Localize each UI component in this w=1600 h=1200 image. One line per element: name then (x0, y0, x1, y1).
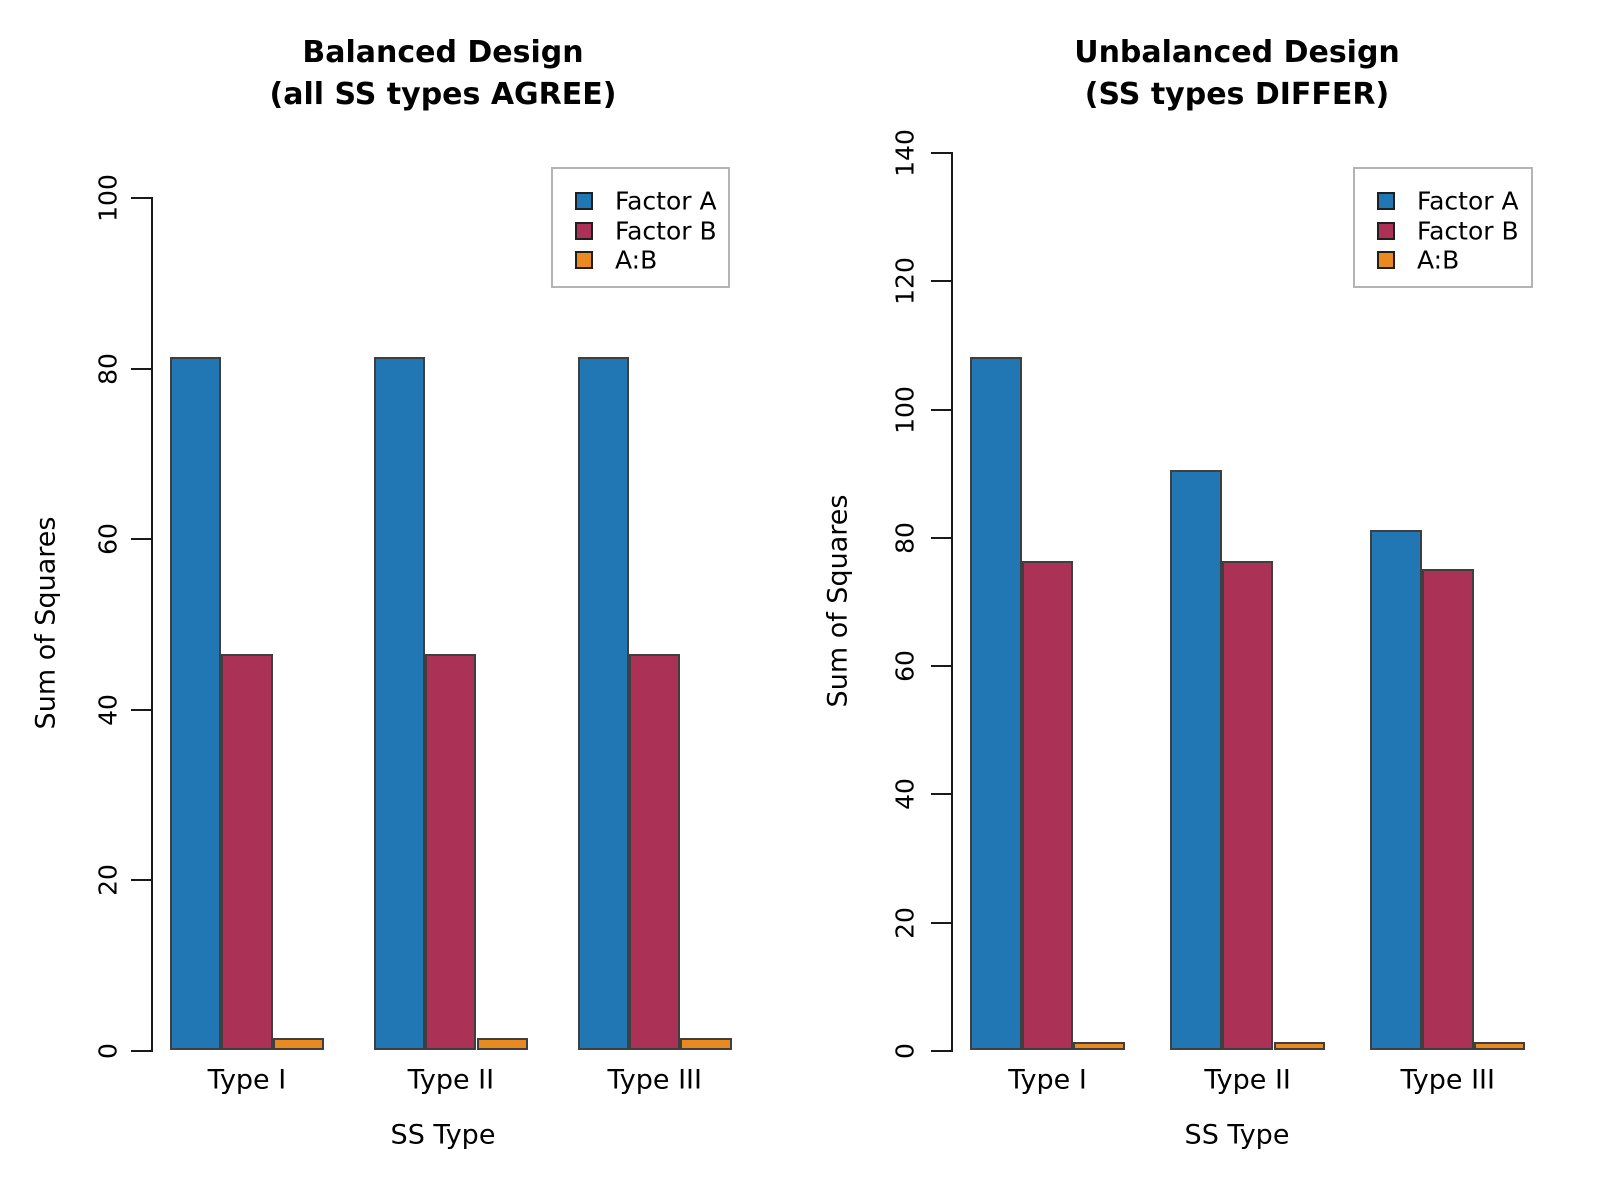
x-category-label: Type III (607, 1064, 703, 1096)
y-tick-label: 0 (93, 1043, 123, 1059)
bar-a-b-type-i (1073, 1042, 1126, 1050)
legend-label-factor_a: Factor A (615, 186, 717, 216)
bar-a-b-type-iii (680, 1038, 732, 1050)
y-tick-mark (931, 280, 951, 283)
y-tick-mark (131, 879, 151, 882)
y-tick-label: 140 (890, 129, 920, 177)
unbalanced-panel-title: Unbalanced Design (SS types DIFFER) (1074, 32, 1400, 116)
y-tick-mark (931, 793, 951, 796)
bar-factor-a-type-i (170, 357, 222, 1050)
x-category-label: Type I (1008, 1064, 1087, 1096)
y-axis-line (951, 152, 953, 1052)
y-tick-label: 120 (890, 257, 920, 306)
y-tick-label: 60 (93, 523, 123, 556)
y-axis-line (151, 197, 153, 1052)
y-tick-label: 80 (93, 352, 123, 385)
unbalanced-title-line2: (SS types DIFFER) (1084, 77, 1390, 112)
y-tick-mark (131, 708, 151, 711)
bar-factor-b-type-ii (1221, 561, 1274, 1050)
y-tick-label: 100 (890, 385, 920, 434)
bar-factor-a-type-iii (1370, 530, 1422, 1050)
y-tick-mark (131, 538, 151, 541)
x-category-label: Type I (207, 1064, 287, 1096)
y-tick-mark (931, 536, 951, 539)
x-category-label: Type III (1400, 1064, 1496, 1096)
bar-a-b-type-ii (476, 1038, 528, 1050)
legend-swatch-interaction (575, 251, 593, 269)
y-tick-mark (931, 152, 951, 154)
balanced-title-line2: (all SS types AGREE) (269, 77, 617, 112)
bar-factor-b-type-i (1021, 561, 1074, 1050)
y-tick-mark (931, 665, 951, 668)
bar-factor-a-type-i (970, 357, 1022, 1050)
y-tick-label: 20 (93, 864, 123, 897)
bar-factor-b-type-i (221, 654, 273, 1050)
bar-factor-b-type-iii (629, 654, 681, 1050)
unbalanced-x-axis-title: SS Type (1184, 1119, 1290, 1151)
legend-swatch-factor_b (1377, 221, 1395, 240)
y-tick-label: 20 (890, 906, 920, 939)
legend-frame: Factor A Factor B A:B (551, 167, 730, 288)
legend-swatch-factor_a (1377, 192, 1395, 210)
y-tick-mark (131, 367, 151, 370)
bar-factor-a-type-iii (577, 357, 630, 1050)
y-tick-mark (931, 408, 951, 411)
y-tick-mark (931, 921, 951, 924)
bar-factor-a-type-ii (1170, 469, 1222, 1050)
y-tick-mark (131, 1050, 151, 1052)
y-tick-label: 40 (93, 693, 123, 726)
y-tick-label: 0 (890, 1043, 920, 1059)
legend-label-factor_b: Factor B (1417, 216, 1519, 245)
y-tick-mark (931, 1050, 951, 1052)
y-tick-label: 80 (890, 521, 920, 554)
bar-a-b-type-i (272, 1038, 324, 1050)
balanced-title-line1: Balanced Design (302, 35, 584, 70)
bar-factor-a-type-ii (373, 357, 426, 1050)
legend-swatch-factor_b (575, 221, 593, 240)
balanced-panel-title: Balanced Design (all SS types AGREE) (270, 32, 617, 116)
bar-factor-b-type-iii (1421, 568, 1474, 1050)
legend-label-factor_b: Factor B (615, 216, 717, 245)
bar-factor-b-type-ii (425, 654, 477, 1050)
legend-frame: Factor A Factor B A:B (1353, 167, 1533, 288)
y-tick-label: 40 (890, 778, 920, 811)
bar-a-b-type-iii (1473, 1042, 1526, 1050)
legend-label-interaction: A:B (1417, 245, 1460, 275)
legend-swatch-interaction (1377, 251, 1395, 269)
legend-label-interaction: A:B (615, 245, 658, 275)
y-tick-mark (131, 197, 151, 199)
legend-label-factor_a: Factor A (1417, 186, 1519, 216)
y-tick-label: 60 (890, 650, 920, 683)
unbalanced-title-line1: Unbalanced Design (1074, 35, 1400, 70)
unbalanced-y-axis-title: Sum of Squares (822, 494, 854, 708)
legend-swatch-factor_a (575, 192, 593, 210)
balanced-y-axis-title: Sum of Squares (30, 516, 62, 730)
balanced-x-axis-title: SS Type (390, 1119, 496, 1151)
x-category-label: Type II (407, 1064, 495, 1096)
y-tick-label: 100 (93, 174, 123, 222)
x-category-label: Type II (1204, 1064, 1291, 1096)
bar-a-b-type-ii (1273, 1042, 1326, 1050)
